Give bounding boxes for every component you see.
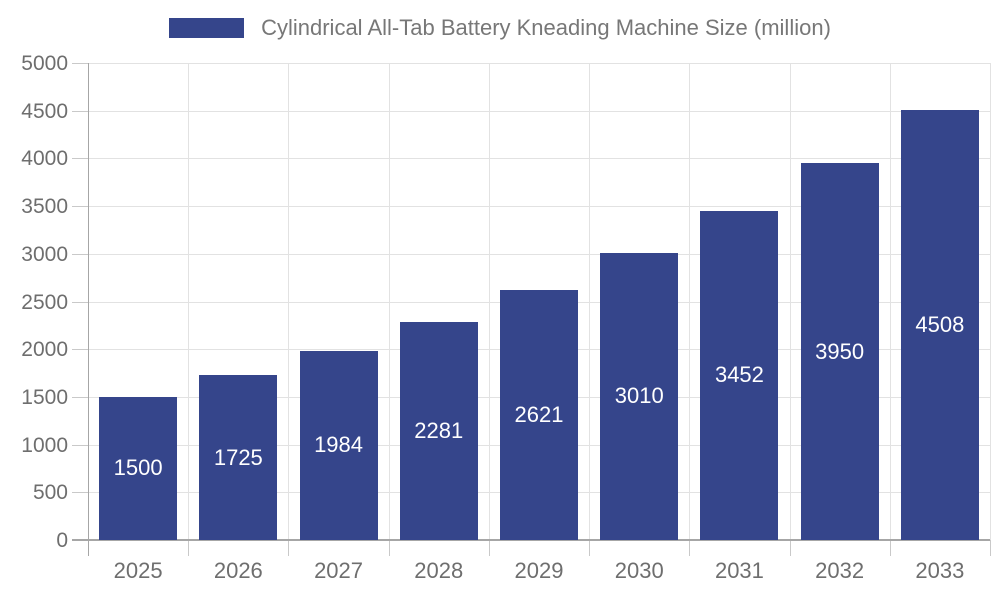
x-axis-tick	[589, 540, 591, 556]
gridline-vertical	[990, 63, 991, 540]
bar-value-label: 1984	[314, 432, 364, 458]
gridline-vertical	[789, 63, 791, 540]
gridline-vertical	[288, 63, 290, 540]
legend-label: Cylindrical All-Tab Battery Kneading Mac…	[261, 15, 831, 40]
bar-2030[interactable]: 3010	[600, 252, 679, 540]
y-axis-label: 4500	[21, 99, 68, 123]
x-axis-tick	[288, 540, 290, 556]
bar-2029[interactable]: 2621	[500, 289, 578, 540]
gridline-horizontal	[88, 158, 990, 160]
x-axis-label: 2029	[514, 558, 564, 583]
y-axis-tick	[72, 396, 88, 398]
bar-value-label: 1500	[113, 455, 163, 481]
y-axis-label: 2000	[21, 338, 68, 362]
bar-2032[interactable]: 3950	[800, 163, 879, 540]
bar-2026[interactable]: 1725	[199, 375, 278, 540]
y-axis-tick	[72, 444, 88, 446]
y-axis-label: 4000	[21, 147, 68, 171]
y-axis-label: 3500	[21, 195, 68, 219]
legend[interactable]: Cylindrical All-Tab Battery Kneading Mac…	[0, 14, 1000, 42]
gridline-vertical	[188, 63, 190, 540]
y-axis-label: 500	[32, 481, 68, 505]
bar-value-label: 3950	[815, 338, 865, 364]
x-axis-label: 2026	[213, 558, 263, 583]
x-axis-tick	[990, 540, 991, 556]
x-axis-tick	[889, 540, 891, 556]
gridline-horizontal	[88, 206, 990, 208]
y-axis-label: 1000	[21, 433, 68, 457]
gridline-horizontal	[88, 110, 990, 112]
gridline-vertical	[889, 63, 891, 540]
bar-value-label: 4508	[915, 311, 965, 337]
x-axis-tick	[488, 540, 490, 556]
y-axis-label: 2500	[21, 290, 68, 314]
bar-value-label: 3452	[714, 362, 764, 388]
bar-value-label: 2621	[514, 401, 564, 427]
y-axis-label: 1500	[21, 385, 68, 409]
y-axis-line	[88, 63, 89, 556]
y-axis-tick	[72, 492, 88, 494]
bar-2031[interactable]: 3452	[700, 210, 779, 540]
y-axis-tick	[72, 349, 88, 351]
bar-2025[interactable]: 1500	[99, 396, 178, 540]
bar-value-label: 1725	[213, 444, 263, 470]
y-axis-label: 5000	[21, 52, 68, 75]
x-axis-line	[72, 539, 990, 541]
y-axis-tick	[72, 158, 88, 160]
gridline-vertical	[689, 63, 691, 540]
x-axis-label: 2031	[714, 558, 764, 583]
x-axis-tick	[789, 540, 791, 556]
x-axis-tick	[188, 540, 190, 556]
x-axis-label: 2032	[815, 558, 865, 583]
bar-value-label: 3010	[614, 383, 664, 409]
x-axis-tick	[388, 540, 390, 556]
x-axis-label: 2027	[314, 558, 364, 583]
x-axis-label: 2033	[915, 558, 965, 583]
y-axis-label: 0	[56, 529, 68, 552]
bar-2027[interactable]: 1984	[299, 350, 378, 540]
x-axis-label: 2025	[113, 558, 163, 583]
bar-value-label: 2281	[414, 418, 464, 444]
bar-2033[interactable]: 4508	[900, 109, 979, 540]
gridline-horizontal	[88, 63, 990, 64]
gridline-horizontal	[88, 253, 990, 255]
y-axis-label: 3000	[21, 242, 68, 266]
y-axis-tick	[72, 110, 88, 112]
y-axis-tick	[72, 206, 88, 208]
gridline-vertical	[488, 63, 490, 540]
x-axis-tick	[689, 540, 691, 556]
x-axis-label: 2028	[414, 558, 464, 583]
bar-2028[interactable]: 2281	[399, 322, 478, 540]
gridline-vertical	[388, 63, 390, 540]
y-axis-tick	[72, 63, 88, 64]
gridline-vertical	[589, 63, 591, 540]
y-axis-tick	[72, 253, 88, 255]
y-axis-tick	[72, 301, 88, 303]
legend-swatch	[169, 18, 245, 38]
x-axis-label: 2030	[614, 558, 664, 583]
